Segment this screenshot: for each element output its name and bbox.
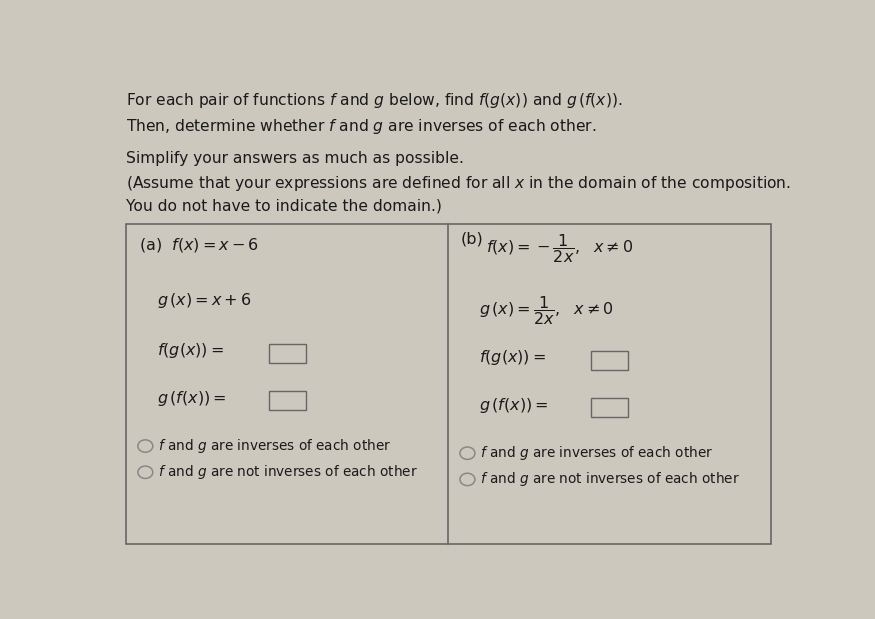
FancyBboxPatch shape — [269, 344, 306, 363]
FancyBboxPatch shape — [269, 391, 306, 410]
Text: $f$ and $g$ are inverses of each other: $f$ and $g$ are inverses of each other — [480, 444, 713, 462]
Text: (a)  $f(x) = x - 6$: (a) $f(x) = x - 6$ — [138, 236, 258, 254]
Text: $g\,(f(x)) = $: $g\,(f(x)) = $ — [479, 396, 549, 415]
Text: $g\,(x) = \dfrac{1}{2x},\ \ x \neq 0$: $g\,(x) = \dfrac{1}{2x},\ \ x \neq 0$ — [479, 293, 613, 326]
FancyBboxPatch shape — [591, 399, 628, 417]
Text: Simplify your answers as much as possible.: Simplify your answers as much as possibl… — [126, 150, 465, 165]
Text: $g\,(x) = x + 6$: $g\,(x) = x + 6$ — [157, 291, 251, 310]
Text: $f$ and $g$ are inverses of each other: $f$ and $g$ are inverses of each other — [158, 437, 390, 455]
Text: $f(g(x)) = $: $f(g(x)) = $ — [157, 341, 224, 360]
Text: $f(x) = -\dfrac{1}{2x},\ \ x \neq 0$: $f(x) = -\dfrac{1}{2x},\ \ x \neq 0$ — [487, 232, 634, 264]
Text: $f$ and $g$ are not inverses of each other: $f$ and $g$ are not inverses of each oth… — [158, 463, 417, 481]
Text: (b): (b) — [460, 232, 483, 246]
Text: $f(g(x)) = $: $f(g(x)) = $ — [479, 348, 546, 367]
Text: For each pair of functions $f$ and $g$ below, find $f(g(x))$ and $g\,(f(x))$.: For each pair of functions $f$ and $g$ b… — [126, 91, 623, 110]
Text: (Assume that your expressions are defined for all $x$ in the domain of the compo: (Assume that your expressions are define… — [126, 175, 791, 193]
FancyBboxPatch shape — [126, 225, 771, 543]
Text: $g\,(f(x)) = $: $g\,(f(x)) = $ — [157, 389, 227, 408]
Text: Then, determine whether $f$ and $g$ are inverses of each other.: Then, determine whether $f$ and $g$ are … — [126, 117, 597, 136]
Text: $f$ and $g$ are not inverses of each other: $f$ and $g$ are not inverses of each oth… — [480, 470, 739, 488]
FancyBboxPatch shape — [591, 351, 628, 370]
Text: You do not have to indicate the domain.): You do not have to indicate the domain.) — [126, 198, 442, 213]
